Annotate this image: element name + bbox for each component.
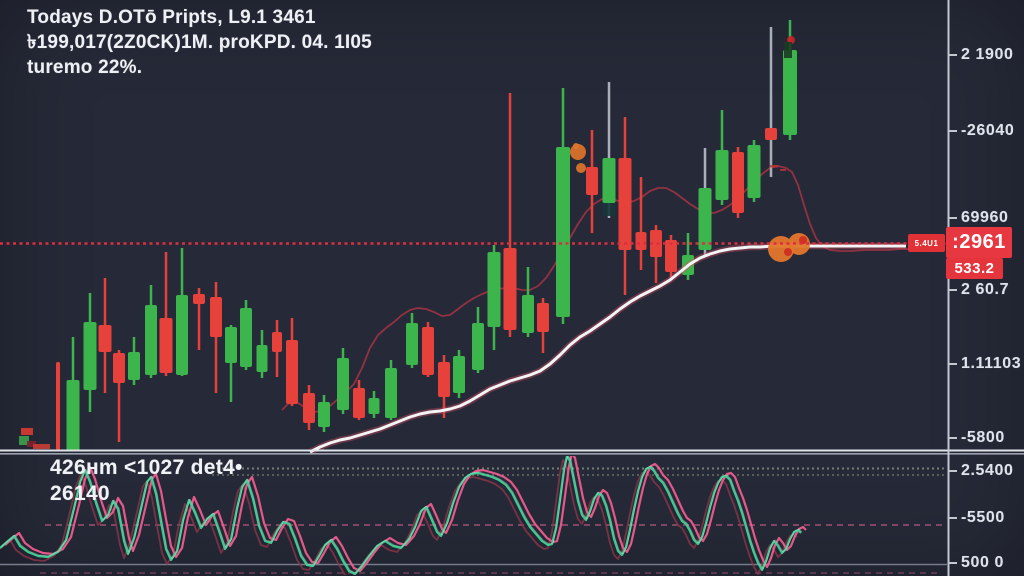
axis-label: -5500	[961, 509, 1005, 526]
candle-bearish	[618, 158, 632, 250]
candle-bearish	[586, 167, 598, 195]
axis-label: 69960	[961, 209, 1009, 226]
signal-dot-speck	[799, 236, 807, 244]
axis-label: 500 0	[961, 554, 1005, 571]
candle-bearish	[732, 152, 744, 213]
candle-bullish	[783, 50, 797, 135]
candle-bearish	[765, 128, 777, 140]
candle-bearish	[272, 332, 282, 352]
corner-blob-marker	[21, 428, 33, 435]
indicator-legend: 426ʜm ˂1027 det4• 26140	[50, 455, 243, 507]
candle-bullish	[83, 322, 97, 390]
candle-bearish	[635, 232, 647, 250]
candle-bearish	[438, 362, 450, 397]
candle-bearish	[503, 248, 517, 330]
candle-bullish	[385, 368, 397, 418]
candle-bearish	[210, 297, 222, 337]
candle-bullish	[453, 356, 465, 393]
signal-dot-speck	[784, 248, 792, 256]
candle-bearish	[56, 362, 60, 450]
candle-bullish	[715, 150, 729, 200]
candle-bearish	[286, 340, 298, 404]
candle-notch	[784, 42, 792, 58]
candle-bullish	[406, 323, 418, 365]
candle-bullish	[337, 358, 349, 410]
candle-bearish	[113, 353, 125, 383]
candle-bullish	[256, 345, 268, 372]
candle-bullish	[318, 402, 330, 427]
indicator-line-2: 26140	[50, 482, 110, 505]
candle-bullish	[698, 188, 712, 250]
candle-bullish	[240, 308, 252, 367]
candle-bullish	[145, 305, 157, 375]
oscillator-line-green	[0, 456, 802, 575]
flame-marker	[573, 143, 579, 149]
candle-bearish	[537, 303, 549, 332]
candle-bearish	[193, 294, 205, 304]
candle-bullish	[522, 295, 534, 333]
oscillator-lines	[0, 456, 807, 575]
candle-bearish	[650, 230, 662, 257]
legend-line-2: ৳199,017(2Z0CK)1M. proKPD. 04. 1I05	[27, 32, 372, 53]
axis-label: 1.11103	[961, 355, 1022, 372]
axis-label: -5800	[961, 429, 1005, 446]
price-badge-sub: 533.2	[946, 258, 1003, 279]
flame-marker	[576, 163, 586, 173]
legend-line-3: turemo 22%.	[27, 57, 143, 78]
corner-blob-marker	[33, 444, 50, 449]
corner-blob-marker	[19, 436, 29, 445]
candle-bullish	[602, 158, 616, 203]
corner-blob-marker	[27, 441, 36, 447]
axis-label: 2 60.7	[961, 281, 1010, 298]
candle-bullish	[368, 398, 380, 414]
candle-bearish	[665, 240, 677, 272]
price-badge-main: :2961	[946, 227, 1012, 258]
candle-bearish	[98, 325, 112, 352]
candle-bullish	[472, 323, 484, 370]
candle-bearish	[422, 327, 434, 375]
candle-notch	[603, 203, 615, 216]
ma-line-slow	[281, 165, 910, 413]
micro-mark	[780, 169, 786, 171]
micro-mark	[770, 165, 778, 168]
axis-label: -26040	[961, 122, 1015, 139]
axis-label: 2 1900	[961, 46, 1014, 63]
candle-bullish	[747, 145, 761, 198]
candle-bullish	[487, 252, 501, 327]
candle-bullish	[556, 147, 570, 317]
oscillator-line-highlight	[0, 456, 803, 574]
candle-bullish	[225, 327, 237, 363]
price-badge-small: 5.4U1	[908, 234, 945, 252]
chart-legend: Todays D.OTō Pripts, L9.1 3461 ৳199,017(…	[27, 5, 372, 80]
candle-bearish	[159, 318, 173, 373]
candle-bearish	[353, 388, 365, 418]
candle-bullish	[66, 380, 80, 451]
legend-line-1: Todays D.OTō Pripts, L9.1 3461	[27, 7, 316, 28]
indicator-line-1: 426ʜm ˂1027 det4•	[50, 456, 243, 479]
candle-bullish	[128, 352, 140, 380]
axis-label: 2.5400	[961, 462, 1014, 479]
candle-bullish	[176, 295, 188, 375]
candle-bearish	[303, 393, 315, 423]
